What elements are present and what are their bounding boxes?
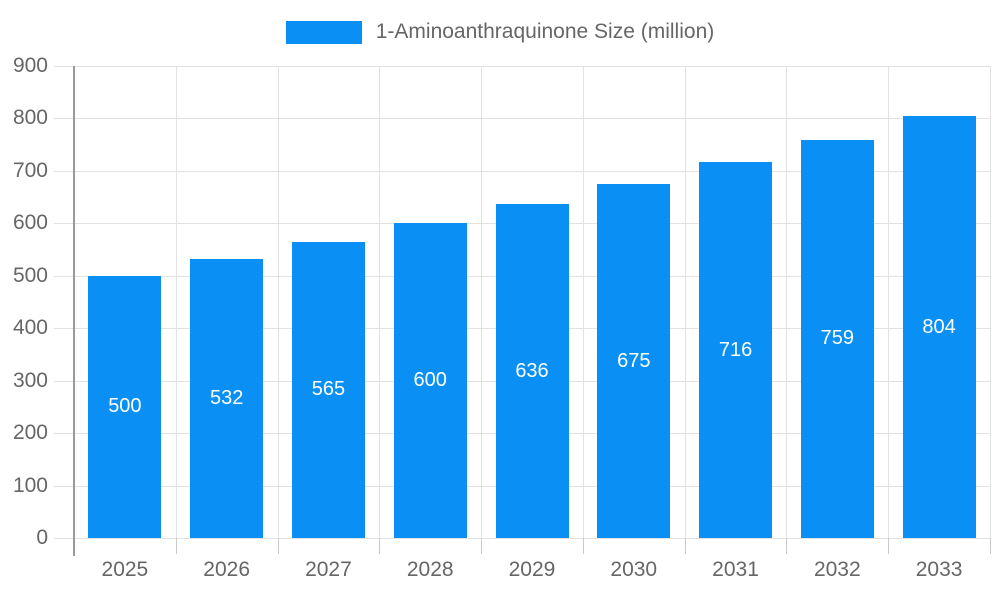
x-axis-label: 2032 — [813, 558, 861, 581]
x-axis-label: 2027 — [305, 558, 352, 581]
y-axis-label: 500 — [12, 263, 48, 287]
x-axis-label: 2025 — [101, 558, 149, 581]
legend-swatch — [285, 20, 362, 44]
y-axis-label: 700 — [12, 158, 48, 182]
x-gridline — [481, 66, 483, 538]
y-axis-label: 200 — [12, 421, 48, 445]
y-axis-label: 900 — [12, 54, 48, 77]
x-axis-tick — [582, 538, 584, 554]
x-gridline — [786, 66, 788, 538]
bar[interactable]: 804 — [902, 116, 976, 538]
x-axis-label: 2028 — [406, 558, 454, 581]
x-gridline — [175, 66, 177, 538]
x-axis-label: 2033 — [915, 558, 963, 581]
bar-value-label: 636 — [515, 359, 549, 382]
bar[interactable]: 600 — [393, 223, 467, 538]
x-gridline — [582, 66, 584, 538]
bar[interactable]: 716 — [699, 162, 773, 538]
bar-value-label: 804 — [922, 315, 956, 338]
x-axis-tick — [277, 538, 279, 554]
y-axis-label: 100 — [12, 473, 48, 497]
x-gridline — [277, 66, 279, 538]
bar-value-label: 716 — [718, 338, 753, 361]
x-gridline — [888, 66, 890, 538]
legend[interactable]: 1-Aminoanthraquinone Size (million) — [0, 20, 1000, 44]
x-axis-label: 2029 — [508, 558, 556, 581]
y-axis-label: 600 — [12, 211, 48, 235]
x-axis-tick — [786, 538, 788, 554]
x-axis-tick — [175, 538, 177, 554]
bar[interactable]: 675 — [597, 184, 671, 538]
bar-value-label: 500 — [108, 395, 142, 418]
y-axis-line — [73, 66, 75, 556]
x-axis-label: 2030 — [610, 558, 658, 581]
y-gridline — [54, 118, 990, 120]
bar[interactable]: 500 — [88, 275, 162, 538]
bar-value-label: 600 — [413, 369, 447, 392]
x-axis-label: 2031 — [712, 558, 759, 581]
bar[interactable]: 759 — [800, 139, 874, 538]
y-gridline — [54, 66, 990, 67]
y-axis-label: 0 — [36, 526, 48, 549]
bar[interactable]: 636 — [495, 204, 569, 538]
x-gridline — [684, 66, 686, 538]
y-axis-label: 300 — [12, 368, 48, 392]
x-axis-label: 2026 — [203, 558, 250, 581]
x-axis-tick — [379, 538, 381, 554]
bar-value-label: 565 — [311, 378, 346, 401]
x-axis-tick — [684, 538, 686, 554]
y-gridline — [54, 538, 990, 539]
x-axis-tick — [990, 538, 991, 554]
x-gridline — [379, 66, 381, 538]
y-gridline — [54, 170, 990, 172]
bar[interactable]: 532 — [190, 258, 264, 538]
bar[interactable]: 565 — [291, 241, 365, 538]
x-gridline — [990, 66, 991, 538]
bar-value-label: 759 — [820, 327, 855, 350]
bar-value-label: 675 — [617, 349, 651, 372]
x-axis-tick — [481, 538, 483, 554]
bar-value-label: 532 — [209, 386, 244, 409]
legend-label: 1-Aminoanthraquinone Size (million) — [375, 20, 715, 43]
y-axis-label: 800 — [12, 106, 48, 130]
y-axis-label: 400 — [12, 316, 48, 340]
x-axis-tick — [888, 538, 890, 554]
